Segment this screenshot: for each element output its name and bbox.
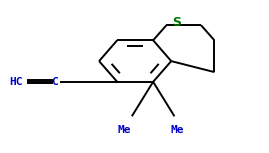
Text: Me: Me	[170, 125, 184, 134]
Text: Me: Me	[117, 125, 131, 134]
Text: C: C	[51, 77, 58, 87]
Text: S: S	[173, 16, 182, 29]
Text: HC: HC	[9, 77, 23, 87]
